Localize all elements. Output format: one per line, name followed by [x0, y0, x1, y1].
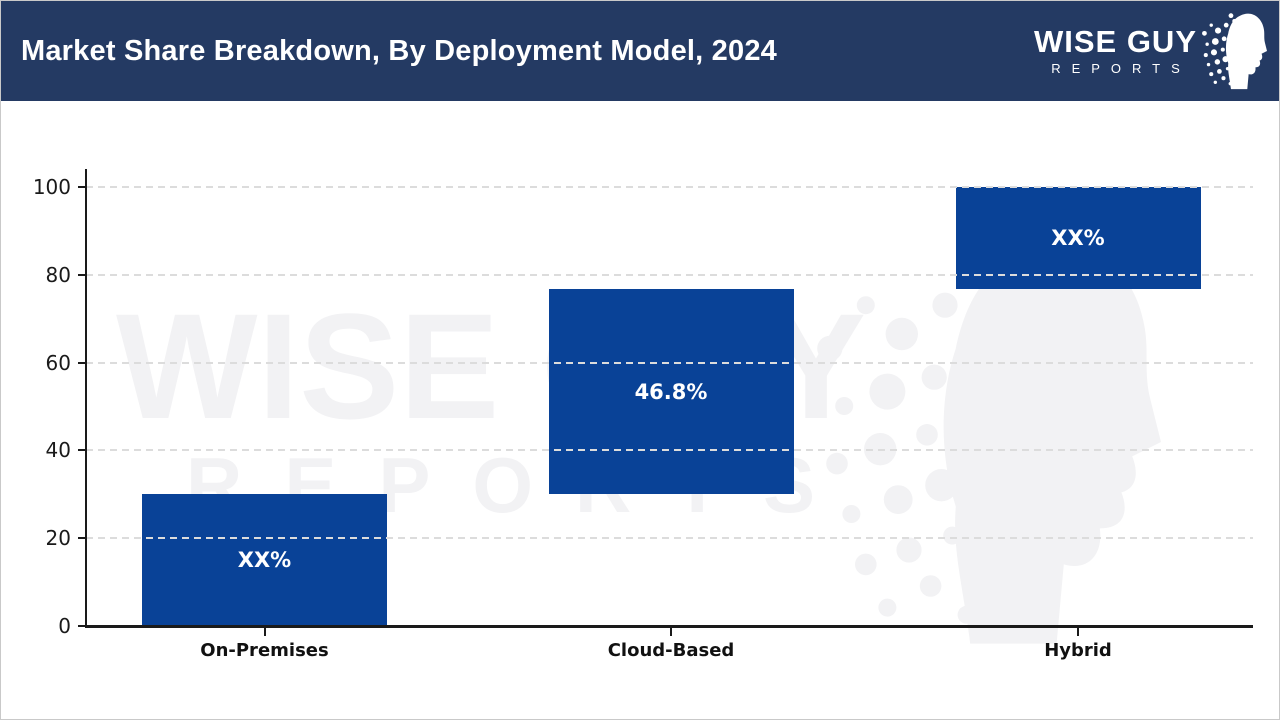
category-label: Cloud-Based: [607, 640, 735, 661]
bar-value-label: XX%: [237, 548, 292, 573]
gridline-60: [86, 361, 1253, 364]
y-tick-label-20: 20: [45, 526, 71, 551]
gridline-80: [86, 273, 1253, 276]
gridline-100: [86, 186, 1253, 188]
logo-wordmark: WISE GUY: [1033, 24, 1197, 60]
x-axis-line: [85, 625, 1253, 628]
y-axis-line: [85, 169, 87, 628]
y-tick-60: [78, 361, 86, 364]
y-tick-100: [78, 186, 86, 188]
category-label: On-Premises: [200, 640, 329, 661]
logo-head-icon: [1202, 13, 1267, 90]
y-tick-label-40: 40: [45, 438, 71, 463]
header: Market Share Breakdown, By Deployment Mo…: [1, 1, 1279, 101]
y-tick-40: [78, 449, 86, 452]
y-tick-label-100: 100: [32, 175, 71, 199]
y-tick-label-60: 60: [45, 350, 71, 375]
bar-on-premises: [142, 494, 387, 626]
y-tick-label-80: 80: [45, 262, 71, 287]
y-tick-80: [78, 273, 86, 276]
bar-hybrid: [955, 187, 1201, 289]
gridline-20: [86, 537, 1253, 540]
x-tick-2: [1077, 627, 1079, 636]
logo-subtext: REPORTS: [1051, 60, 1191, 76]
bar-cloud-based: [548, 288, 794, 495]
y-tick-label-0: 0: [58, 614, 71, 638]
bar-value-label: XX%: [1051, 225, 1105, 250]
bar-value-label: 46.8%: [634, 379, 708, 404]
page-title: Market Share Breakdown, By Deployment Mo…: [21, 34, 777, 67]
brand-logo: WISE GUY REPORTS: [1034, 9, 1267, 93]
gridline-40: [86, 449, 1253, 452]
x-tick-1: [670, 627, 672, 636]
logo-text: WISE GUY REPORTS: [1034, 26, 1197, 76]
x-tick-0: [263, 627, 266, 636]
y-tick-20: [78, 537, 86, 540]
y-tick-0: [78, 625, 86, 627]
category-label: Hybrid: [1044, 640, 1112, 661]
